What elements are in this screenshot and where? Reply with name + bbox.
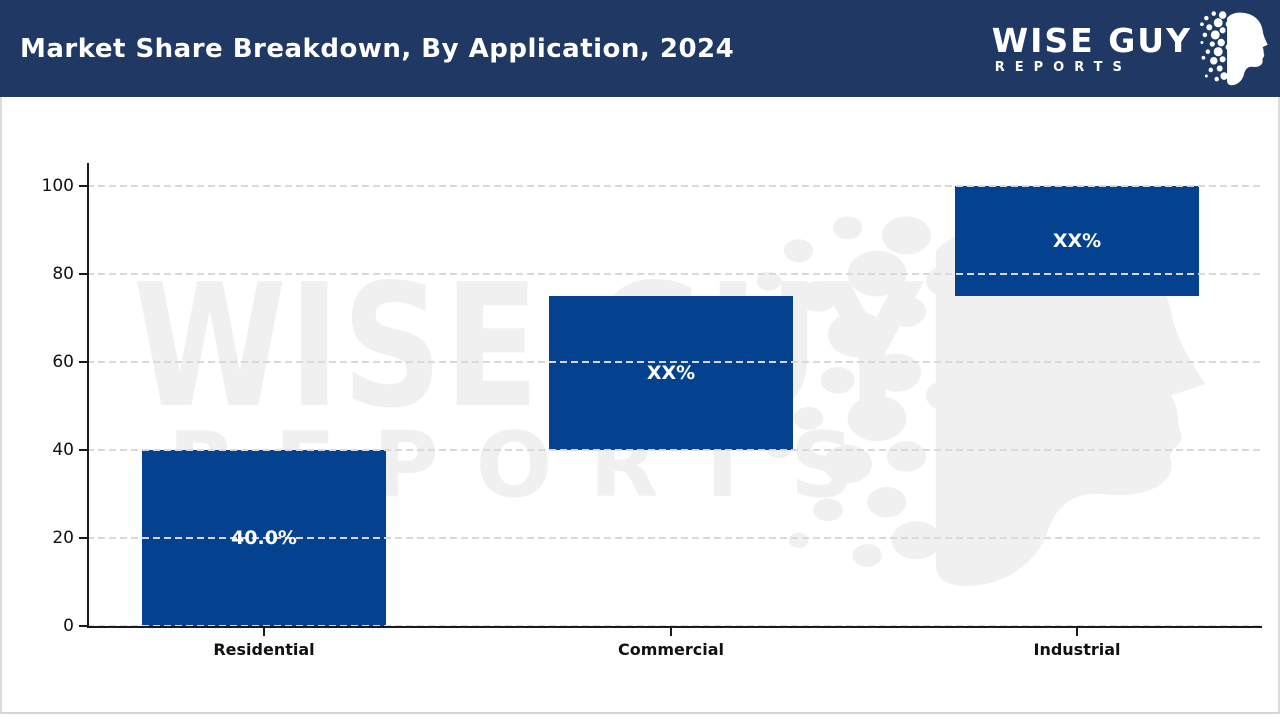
logo-subtitle: REPORTS (994, 60, 1132, 75)
x-category-label-residential: Residential (213, 640, 315, 659)
bar-value-label-residential: 40.0% (231, 527, 297, 549)
y-tick-mark-80 (79, 273, 87, 275)
y-tick-mark-0 (79, 625, 87, 627)
y-tick-label-60: 60 (52, 352, 74, 372)
bar-industrial (955, 186, 1199, 296)
wiseguy-logo-text: WISE GUY REPORTS (992, 24, 1192, 74)
gridline-60 (87, 361, 1262, 363)
bar-commercial (549, 296, 793, 450)
y-tick-mark-40 (79, 449, 87, 451)
y-tick-mark-100 (79, 185, 87, 187)
page-title: Market Share Breakdown, By Application, … (20, 33, 735, 64)
x-tick-mark-commercial (670, 628, 672, 636)
y-tick-mark-60 (79, 361, 87, 363)
wiseguy-face-icon (1196, 9, 1270, 89)
x-tick-mark-industrial (1076, 628, 1078, 636)
y-tick-label-80: 80 (52, 264, 74, 284)
y-axis-spine (87, 163, 89, 628)
gridline-80 (87, 273, 1262, 275)
gridline-100 (87, 185, 1262, 187)
wiseguy-logo: WISE GUY REPORTS (992, 6, 1270, 92)
logo-wordmark: WISE GUY (991, 21, 1192, 60)
x-category-label-commercial: Commercial (617, 640, 725, 659)
x-category-label-industrial: Industrial (1033, 640, 1121, 659)
y-tick-label-20: 20 (52, 528, 74, 548)
y-tick-label-40: 40 (52, 440, 74, 460)
bar-value-label-commercial: XX% (646, 362, 696, 384)
y-tick-label-100: 100 (41, 176, 74, 196)
y-tick-mark-20 (79, 537, 87, 539)
y-tick-label-0: 0 (63, 616, 74, 636)
bar-value-label-industrial: XX% (1052, 230, 1102, 252)
gridline-40 (87, 449, 1262, 451)
x-tick-mark-residential (263, 628, 265, 636)
x-axis-line (87, 626, 1262, 628)
header-bar: Market Share Breakdown, By Application, … (0, 0, 1280, 97)
gridline-20 (87, 537, 1262, 539)
